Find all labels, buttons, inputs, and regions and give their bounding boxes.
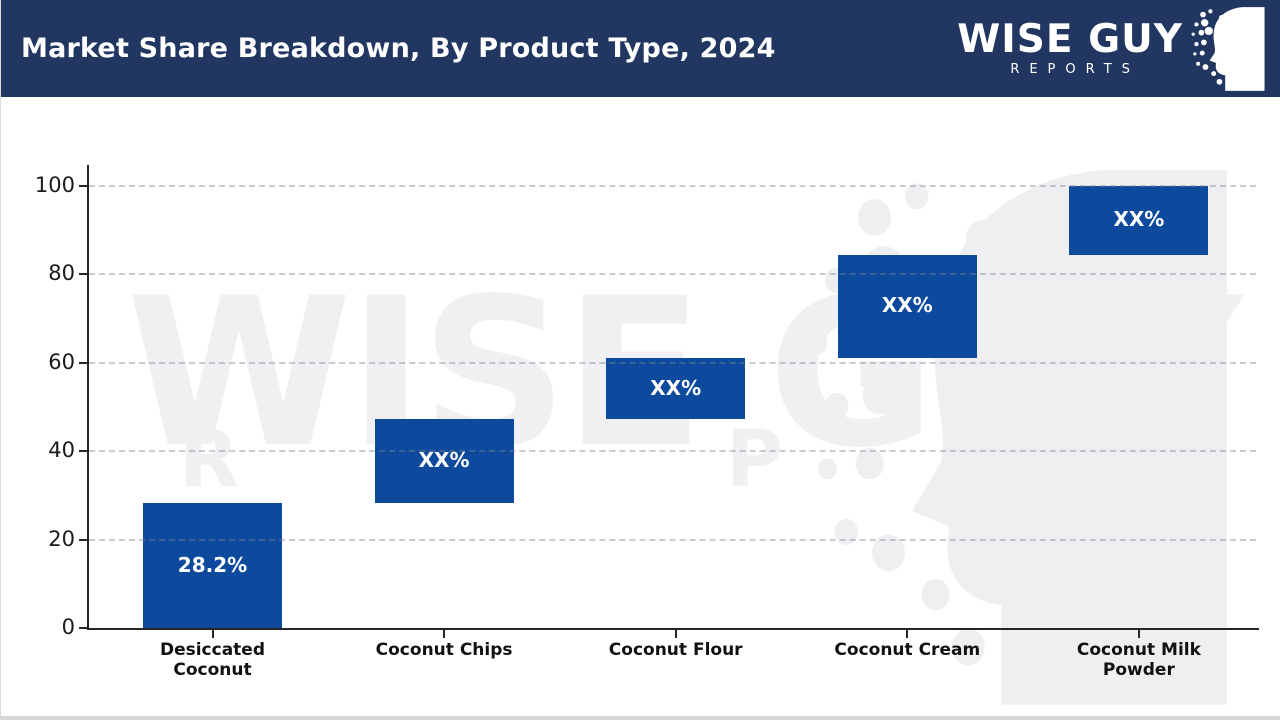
logo-wordmark: WISE GUY xyxy=(957,17,1183,62)
x-category-label: Coconut Cream xyxy=(834,640,981,660)
y-tick-mark xyxy=(79,361,87,364)
bar-value-label: XX% xyxy=(650,375,702,400)
y-tick-mark xyxy=(79,627,87,629)
y-tick-mark xyxy=(79,450,87,453)
x-tick-mark xyxy=(906,630,909,638)
y-tick-label: 40 xyxy=(48,438,75,463)
y-axis-spine xyxy=(87,165,89,630)
bar-value-label: XX% xyxy=(418,448,470,473)
bar-value-label: 28.2% xyxy=(177,552,248,577)
gridline-y60 xyxy=(89,361,1256,364)
logo-subtitle: REPORTS xyxy=(1010,62,1140,77)
gridline-y20 xyxy=(89,538,1256,541)
y-tick-label: 100 xyxy=(34,173,75,197)
x-tick-mark xyxy=(443,630,446,638)
bar-desiccated-coconut xyxy=(143,503,282,628)
bar-coconut-chips xyxy=(374,418,514,504)
y-tick-label: 60 xyxy=(48,349,75,374)
y-tick-label: 80 xyxy=(48,261,75,286)
x-tick-mark xyxy=(1137,630,1140,638)
gridline-y80 xyxy=(89,273,1256,276)
x-tick-mark xyxy=(674,630,677,638)
wise-guy-logo: WISE GUY REPORTS xyxy=(957,6,1267,92)
bar-value-label: XX% xyxy=(1113,207,1165,232)
logo-text: WISE GUY REPORTS xyxy=(957,20,1183,77)
y-tick-label: 20 xyxy=(48,526,75,551)
x-category-label: Coconut Milk Powder xyxy=(1076,640,1201,680)
header-bar: Market Share Breakdown, By Product Type,… xyxy=(1,0,1280,97)
y-tick-label: 0 xyxy=(61,615,75,639)
x-category-label: Coconut Flour xyxy=(608,640,743,660)
footer-strip xyxy=(1,716,1280,720)
page-title: Market Share Breakdown, By Product Type,… xyxy=(21,33,776,64)
x-category-label: Desiccated Coconut xyxy=(159,640,266,680)
bar-coconut-flour xyxy=(606,358,746,419)
y-tick-mark xyxy=(79,273,87,276)
x-tick-mark xyxy=(211,630,214,638)
head-profile-icon xyxy=(1191,6,1265,91)
bar-value-label: XX% xyxy=(881,293,933,318)
gridline-y40 xyxy=(89,450,1256,453)
y-tick-mark xyxy=(79,538,87,541)
y-tick-mark xyxy=(79,185,87,187)
x-axis-spine xyxy=(87,628,1259,630)
gridline-y100 xyxy=(89,185,1256,187)
x-category-label: Coconut Chips xyxy=(375,640,513,660)
